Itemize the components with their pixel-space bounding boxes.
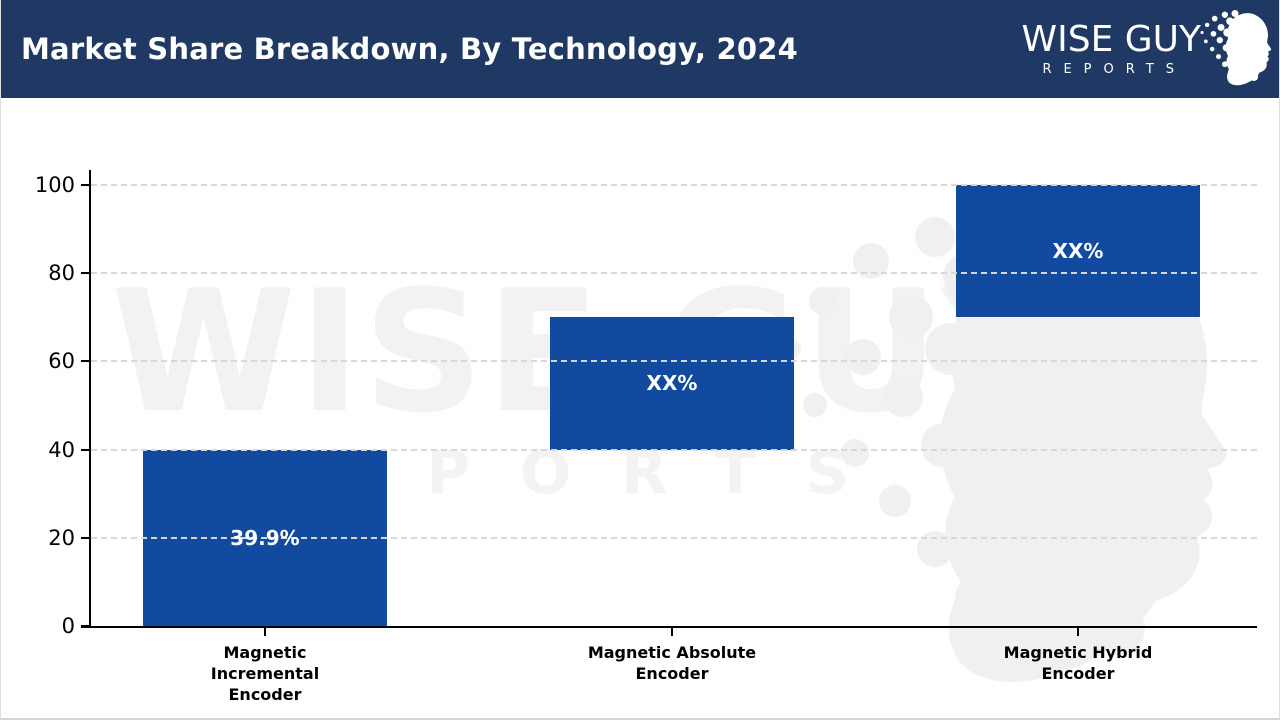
bar-magnetic-hybrid-encoder: [956, 185, 1200, 318]
header-bar: Market Share Breakdown, By Technology, 2…: [1, 0, 1279, 98]
y-axis-line: [89, 170, 91, 628]
category-label-magnetic-hybrid-encoder: Magnetic Hybrid Encoder: [908, 642, 1248, 684]
wiseguy-reports-label: REPORTS: [1042, 62, 1187, 77]
xtick-mark-magnetic-absolute-encoder: [671, 628, 673, 636]
wiseguy-brand-label: WISE GUY: [1021, 19, 1202, 60]
gridline-80: [91, 272, 1257, 275]
category-label-line: Magnetic: [223, 643, 307, 662]
category-label-line: Encoder: [635, 664, 709, 683]
x-axis-line: [81, 626, 1257, 628]
ytick-mark-80: [81, 272, 89, 275]
wiseguy-logo-text: WISE GUY REPORTS: [1021, 19, 1202, 78]
category-label-line: Incremental: [210, 664, 320, 683]
ytick-mark-100: [81, 184, 89, 186]
page-title: Market Share Breakdown, By Technology, 2…: [21, 32, 799, 66]
category-label-line: Magnetic Hybrid: [1003, 643, 1153, 662]
category-label-line: Magnetic Absolute: [587, 643, 757, 662]
ytick-mark-20: [81, 536, 89, 539]
bar-value-label-magnetic-hybrid-encoder: XX%: [1052, 239, 1104, 264]
wiseguy-face-icon: [1200, 10, 1272, 86]
ytick-label-40: 40: [48, 437, 75, 462]
category-label-line: Encoder: [1041, 664, 1115, 683]
ytick-label-0: 0: [61, 614, 75, 638]
bar-magnetic-absolute-encoder: [550, 317, 794, 450]
gridline-20: [91, 536, 1257, 539]
ytick-label-80: 80: [48, 261, 75, 286]
gridline-100: [91, 184, 1257, 186]
bar-value-label-magnetic-absolute-encoder: XX%: [646, 371, 698, 396]
xtick-mark-magnetic-incremental-encoder: [264, 628, 266, 636]
ytick-mark-0: [81, 625, 89, 627]
xtick-mark-magnetic-hybrid-encoder: [1077, 628, 1079, 636]
ytick-label-60: 60: [48, 349, 75, 374]
category-label-line: Encoder: [228, 685, 302, 704]
gridline-60: [91, 360, 1257, 363]
bar-value-label-magnetic-incremental-encoder: 39.9%: [230, 526, 300, 551]
ytick-label-20: 20: [48, 525, 75, 550]
gridline-40: [91, 448, 1257, 451]
wiseguy-logo: WISE GUY REPORTS: [1021, 0, 1275, 98]
ytick-mark-40: [81, 448, 89, 451]
ytick-mark-60: [81, 360, 89, 363]
ytick-label-100: 100: [34, 173, 75, 197]
category-label-magnetic-absolute-encoder: Magnetic Absolute Encoder: [502, 642, 842, 684]
category-label-magnetic-incremental-encoder: Magnetic Incremental Encoder: [95, 642, 435, 705]
